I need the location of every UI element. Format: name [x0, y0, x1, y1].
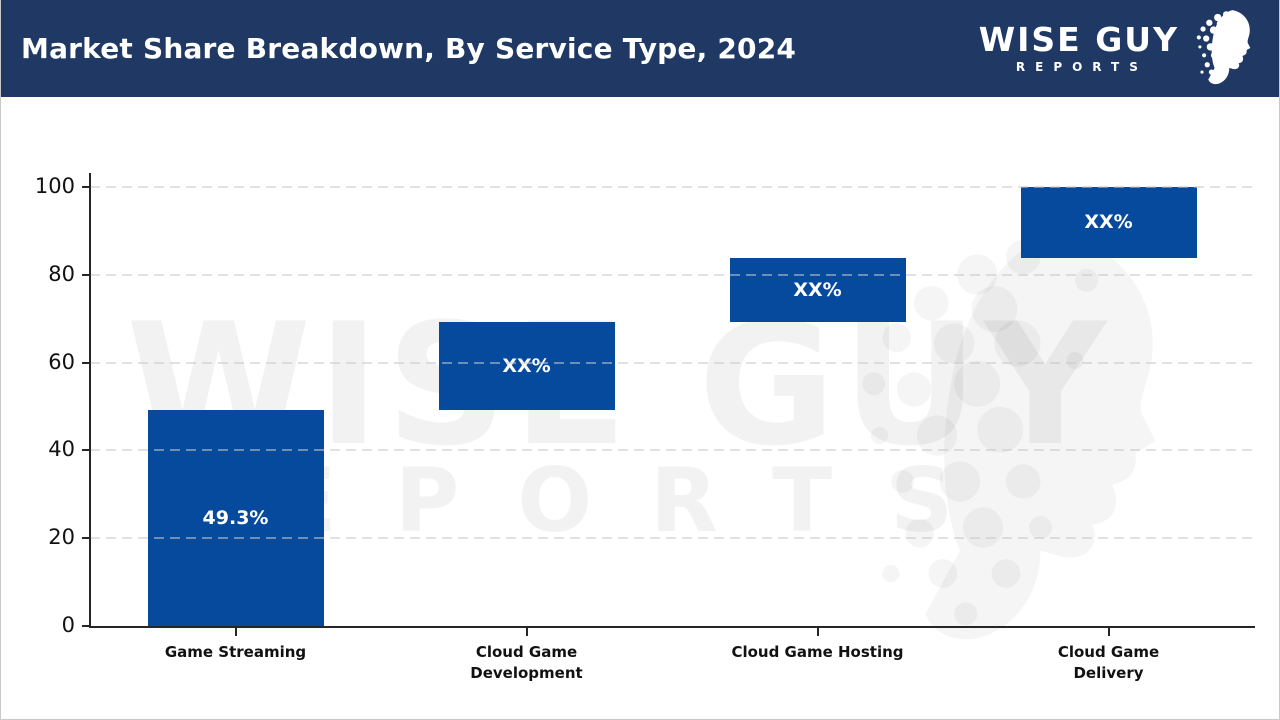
bar-segment-2: XX% — [438, 322, 615, 410]
gridline-100 — [90, 186, 1254, 188]
waterfall-chart-area: WISE GUY REPORTS 49.3% XX% XX% XX% 0 20 40 60 80… — [1, 97, 1279, 719]
wiseguy-logo: WISE GUY REPORTS — [979, 7, 1265, 91]
y-tick-label: 60 — [48, 349, 75, 374]
y-tick-mark — [82, 625, 90, 627]
x-axis-line — [89, 626, 1255, 628]
x-tick-label-1: Game Streaming — [164, 643, 307, 661]
bar-segment-3: XX% — [729, 257, 906, 323]
logo-wordmark: WISE GUY — [978, 20, 1179, 59]
bar-segment-4: XX% — [1020, 187, 1197, 258]
wiseguy-face-icon — [1181, 7, 1265, 91]
logo-subtitle: REPORTS — [1015, 60, 1148, 74]
y-tick-label: 20 — [48, 525, 75, 550]
x-tick-mark — [1107, 628, 1110, 636]
header-bar: Market Share Breakdown, By Service Type,… — [1, 0, 1279, 97]
y-axis-line — [89, 173, 91, 628]
x-tick-label-2: Cloud Game Development — [470, 643, 583, 682]
bar-value-label: XX% — [1084, 211, 1133, 234]
y-tick-label: 100 — [34, 174, 75, 198]
chart-title: Market Share Breakdown, By Service Type,… — [21, 32, 797, 65]
bar-value-label: XX% — [502, 354, 551, 377]
x-tick-label-3: Cloud Game Hosting — [731, 643, 904, 661]
y-tick-mark — [82, 537, 90, 540]
bar-value-label: 49.3% — [202, 506, 269, 529]
bar-segment-1: 49.3% — [147, 409, 324, 626]
x-tick-mark — [234, 628, 237, 636]
gridline-20 — [90, 537, 1254, 540]
y-tick-mark — [82, 186, 90, 188]
gridline-40 — [90, 449, 1254, 452]
x-tick-mark — [816, 628, 819, 636]
x-tick-label-4: Cloud Game Delivery — [1057, 643, 1160, 682]
gridline-60 — [90, 361, 1254, 364]
x-tick-mark — [525, 628, 528, 636]
y-tick-label: 80 — [48, 261, 75, 286]
y-tick-mark — [82, 449, 90, 452]
gridline-80 — [90, 273, 1254, 276]
logo-text: WISE GUY REPORTS — [978, 20, 1179, 75]
y-tick-mark — [82, 273, 90, 276]
bar-value-label: XX% — [793, 278, 842, 301]
y-tick-label: 40 — [48, 437, 75, 462]
y-tick-mark — [82, 361, 90, 364]
y-tick-label: 0 — [61, 613, 75, 637]
